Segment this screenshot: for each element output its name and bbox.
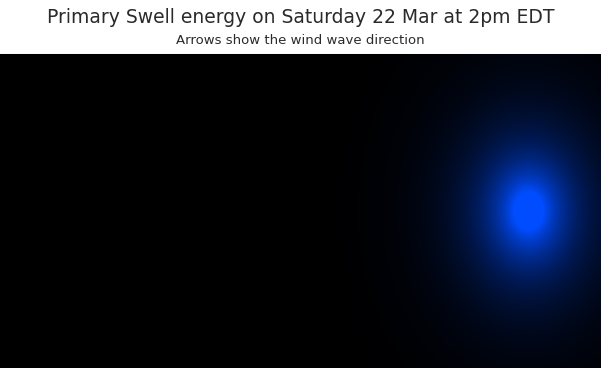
Text: Primary Swell energy on Saturday 22 Mar at 2pm EDT: Primary Swell energy on Saturday 22 Mar … xyxy=(47,8,554,27)
Text: Arrows show the wind wave direction: Arrows show the wind wave direction xyxy=(176,34,425,47)
